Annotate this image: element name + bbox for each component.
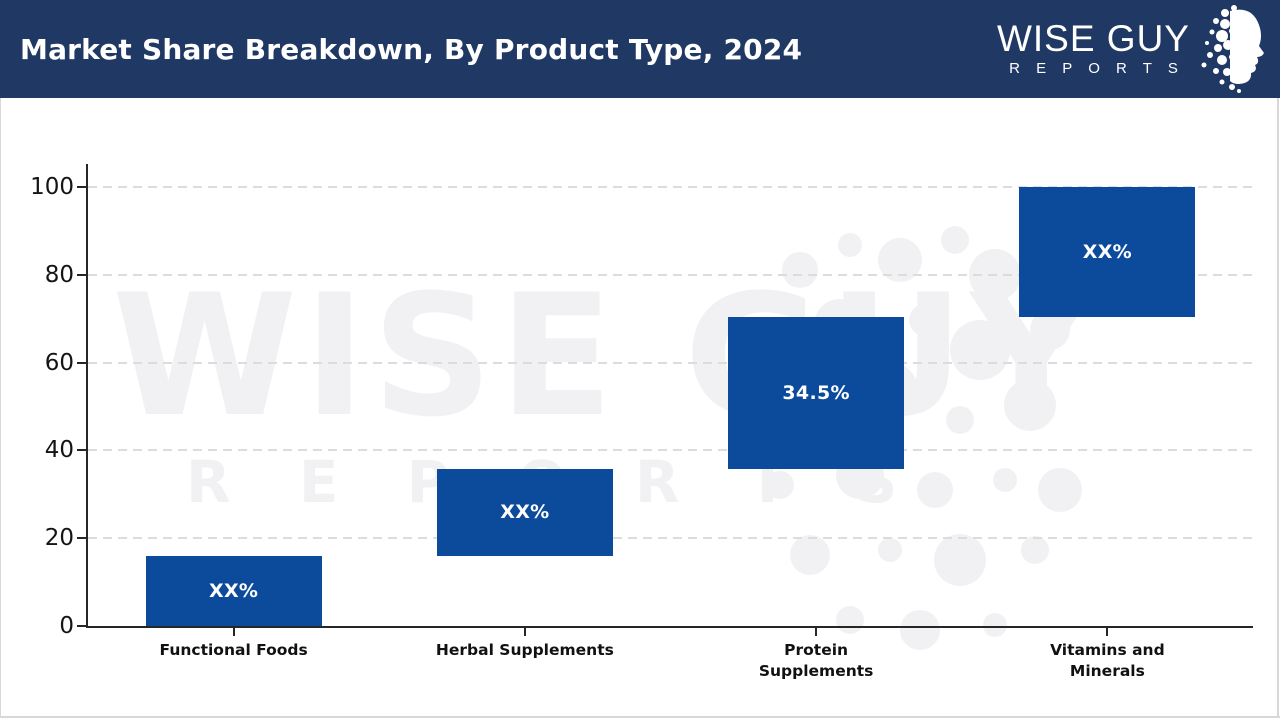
bar: XX% (1019, 187, 1196, 318)
gridline (88, 273, 1253, 276)
y-tick-mark (77, 361, 86, 364)
bar-value-label: 34.5% (782, 382, 850, 405)
gridline (88, 361, 1253, 364)
x-category-label: Vitamins and Minerals (1050, 641, 1165, 680)
x-tick-mark (232, 628, 235, 636)
x-tick-mark (523, 628, 526, 636)
bar-value-label: XX% (209, 579, 259, 602)
logo-wordmark: WISE GUY (996, 18, 1190, 59)
x-axis-line (86, 626, 1253, 628)
logo-subtitle: R E P O R T S (1009, 60, 1184, 77)
gridline (88, 537, 1253, 540)
x-tick-mark (1106, 628, 1109, 636)
logo-head-icon (1201, 5, 1264, 93)
y-tick-label: 20 (44, 525, 74, 552)
chart-title: Market Share Breakdown, By Product Type,… (20, 32, 803, 66)
y-tick-mark (77, 186, 86, 188)
y-tick-mark (77, 273, 86, 276)
y-tick-label: 100 (30, 174, 74, 200)
gridline (88, 449, 1253, 452)
y-tick-label: 0 (59, 613, 74, 639)
y-tick-label: 40 (44, 437, 74, 464)
x-category-label: Herbal Supplements (435, 641, 614, 659)
bar-value-label: XX% (500, 501, 550, 524)
y-tick-label: 60 (44, 349, 74, 376)
x-category-label: Functional Foods (159, 641, 308, 659)
y-tick-mark (77, 537, 86, 540)
page-border-left (0, 98, 1, 717)
y-axis-line (86, 164, 88, 628)
gridline (88, 186, 1253, 188)
page-border-right (1277, 98, 1279, 717)
y-tick-label: 80 (44, 261, 74, 288)
bar-value-label: XX% (1082, 241, 1132, 264)
logo-text: WISE GUY R E P O R T S (997, 20, 1190, 78)
header-bar: Market Share Breakdown, By Product Type,… (0, 0, 1280, 98)
wise-guy-logo: WISE GUY R E P O R T S (997, 5, 1264, 93)
bar: 34.5% (728, 317, 905, 469)
page-border-bottom (0, 716, 1280, 718)
y-tick-mark (77, 625, 86, 627)
bar: XX% (145, 555, 322, 626)
x-tick-mark (815, 628, 818, 636)
y-tick-mark (77, 449, 86, 452)
x-category-label: Protein Supplements (758, 641, 874, 680)
bar: XX% (436, 468, 613, 556)
